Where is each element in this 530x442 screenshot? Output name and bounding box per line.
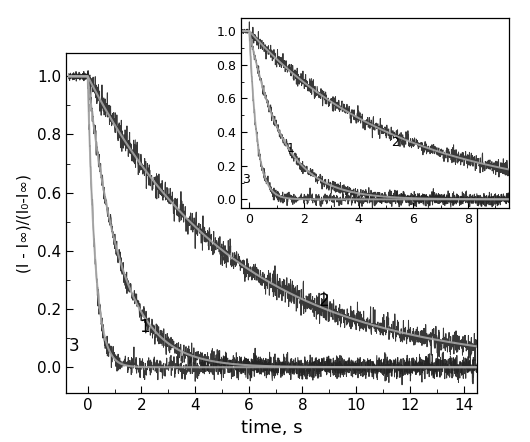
X-axis label: time, s: time, s (241, 419, 303, 437)
Text: 3: 3 (243, 172, 250, 186)
Text: 1: 1 (139, 318, 149, 336)
Y-axis label: (I - I∞)/(I₀-I∞): (I - I∞)/(I₀-I∞) (16, 174, 32, 273)
Text: 2: 2 (391, 136, 399, 149)
Text: 2: 2 (319, 292, 329, 310)
Text: 3: 3 (69, 337, 80, 355)
Text: 1: 1 (286, 142, 294, 155)
